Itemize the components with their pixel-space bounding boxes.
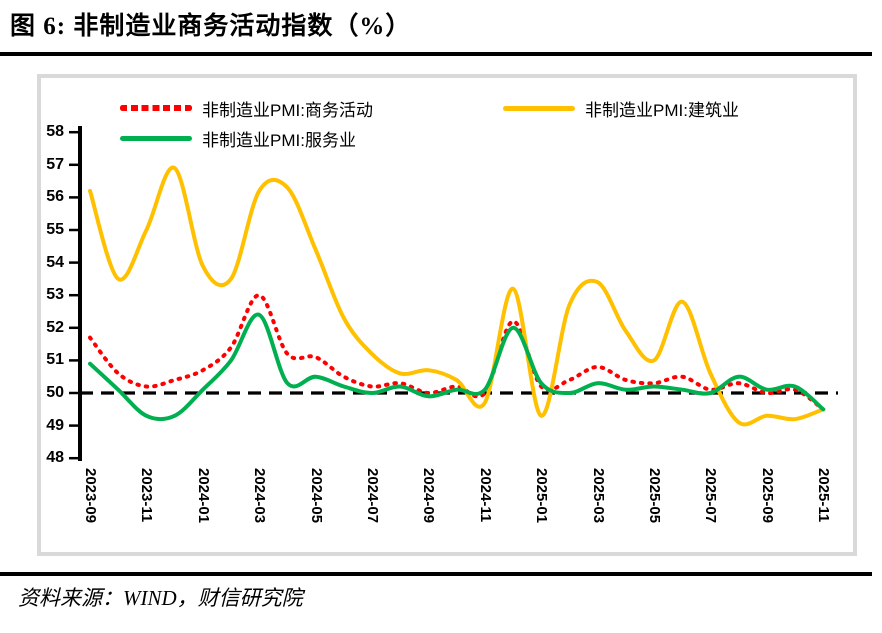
x-axis-label: 2025-05 bbox=[646, 468, 663, 524]
series-line bbox=[88, 312, 826, 422]
x-axis-label: 2024-03 bbox=[251, 468, 269, 524]
legend-item-services: 非制造业PMI:服务业 bbox=[120, 126, 356, 150]
x-axis-label: 2024-09 bbox=[420, 468, 438, 524]
y-axis-label: 55 bbox=[46, 221, 64, 238]
x-axis-label: 2025-01 bbox=[533, 468, 551, 524]
y-axis-label: 51 bbox=[46, 351, 64, 369]
figure-title: 图 6: 非制造业商务活动指数（%） bbox=[10, 13, 412, 40]
x-axis-label: 2023-09 bbox=[82, 468, 99, 524]
title-divider bbox=[0, 52, 872, 56]
x-axis-label: 2024-11 bbox=[476, 468, 494, 523]
y-axis-label: 50 bbox=[46, 384, 64, 401]
x-axis-label: 2024-07 bbox=[364, 468, 381, 524]
x-axis-label: 2024-05 bbox=[307, 468, 325, 524]
legend-line-sample-dashed-red bbox=[120, 105, 192, 111]
legend-line-sample-solid-green bbox=[120, 135, 192, 141]
chart-frame bbox=[37, 74, 857, 556]
series-line bbox=[88, 165, 826, 427]
series-line bbox=[88, 293, 826, 412]
y-axis-label: 48 bbox=[46, 449, 64, 467]
x-axis-label: 2025-09 bbox=[758, 468, 776, 524]
footer-divider bbox=[0, 572, 872, 576]
source-note: 资料来源：WIND，财信研究院 bbox=[18, 586, 303, 610]
legend-item-construction: 非制造业PMI:建筑业 bbox=[503, 96, 739, 120]
legend-item-business-activity: 非制造业PMI:商务活动 bbox=[120, 96, 373, 120]
y-axis-label: 56 bbox=[46, 188, 64, 206]
x-axis-label: 2025-11 bbox=[815, 468, 833, 523]
y-axis-label: 49 bbox=[46, 416, 64, 434]
legend-label: 非制造业PMI:服务业 bbox=[202, 130, 356, 150]
y-axis-label: 53 bbox=[46, 286, 64, 304]
legend-label: 非制造业PMI:建筑业 bbox=[585, 100, 739, 120]
y-axis-label: 52 bbox=[46, 318, 64, 336]
x-axis-label: 2023-11 bbox=[138, 468, 156, 523]
x-axis-label: 2025-03 bbox=[589, 468, 607, 524]
y-axis-label: 54 bbox=[46, 253, 64, 271]
legend-label: 非制造业PMI:商务活动 bbox=[202, 100, 373, 120]
x-axis-label: 2024-01 bbox=[194, 468, 212, 524]
x-axis-label: 2025-07 bbox=[702, 468, 720, 524]
y-axis-label: 57 bbox=[46, 155, 64, 173]
legend-line-sample-solid-yellow bbox=[503, 105, 575, 111]
y-axis-label: 58 bbox=[46, 123, 64, 141]
